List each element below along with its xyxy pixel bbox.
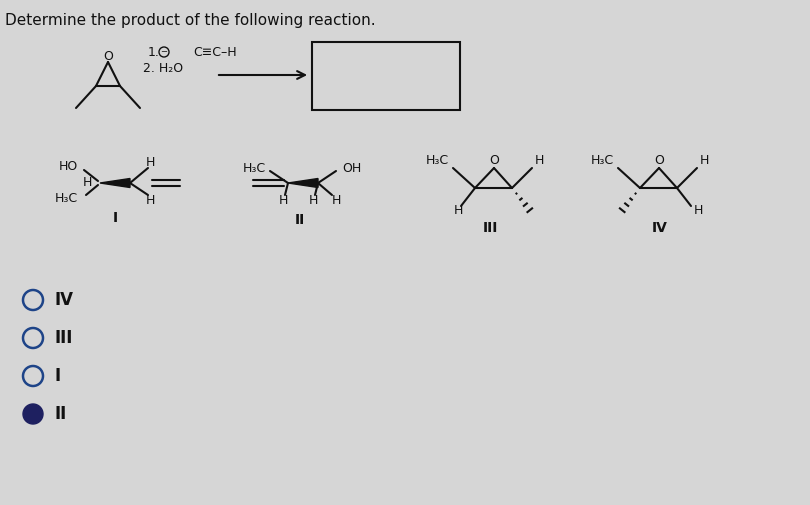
Circle shape [23,404,43,424]
Text: III: III [482,221,497,235]
Text: 2. H₂O: 2. H₂O [143,62,183,75]
Text: IV: IV [55,291,74,309]
Text: −: − [160,47,168,57]
Text: H: H [454,204,463,217]
Text: H: H [145,157,155,170]
Text: H: H [693,204,703,217]
Text: II: II [295,213,305,227]
Polygon shape [100,178,130,187]
Text: I: I [113,211,117,225]
Text: H: H [83,177,92,189]
Text: C≡C–H: C≡C–H [193,45,237,59]
Text: H: H [535,154,544,167]
Text: H: H [700,154,710,167]
Text: H: H [279,194,288,208]
Text: H: H [309,194,318,208]
Text: I: I [55,367,61,385]
Text: O: O [654,155,664,168]
Text: H₃C: H₃C [55,192,78,206]
Text: HO: HO [59,161,78,174]
Text: IV: IV [652,221,668,235]
Text: OH: OH [342,162,361,175]
Bar [312,42,460,110]
Polygon shape [288,178,318,187]
Text: II: II [55,405,67,423]
Text: H: H [331,194,341,208]
Text: H₃C: H₃C [426,154,449,167]
Text: Determine the product of the following reaction.: Determine the product of the following r… [5,13,376,28]
Text: H: H [145,194,155,208]
Text: O: O [103,49,113,63]
Text: III: III [55,329,74,347]
Text: O: O [489,155,499,168]
Text: 1.: 1. [148,45,160,59]
Text: H₃C: H₃C [590,154,614,167]
Text: H₃C: H₃C [243,162,266,175]
